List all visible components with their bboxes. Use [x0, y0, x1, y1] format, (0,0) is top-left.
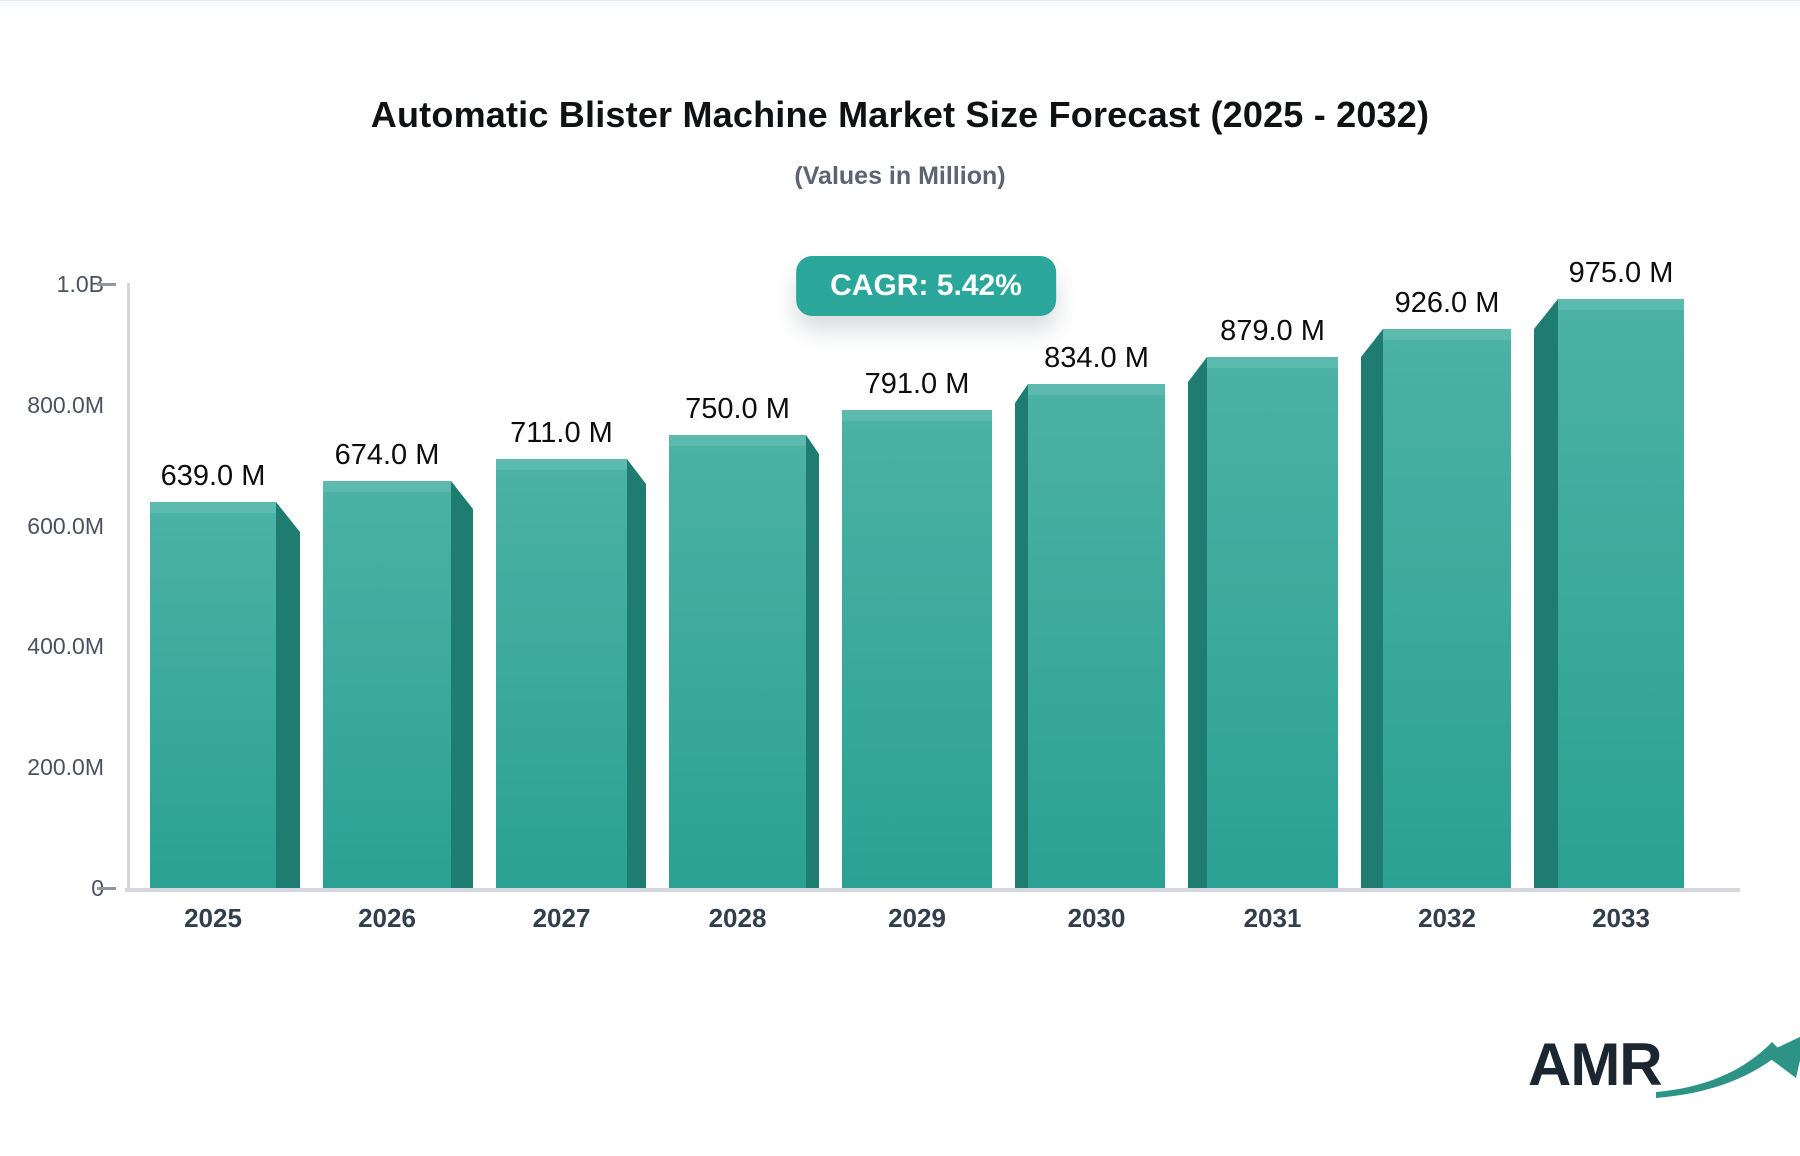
x-tick-label: 2030: [1067, 903, 1126, 933]
top-edge-strip: [0, 0, 1800, 6]
bar-2031: [1207, 357, 1338, 888]
x-axis-line: [125, 888, 1740, 892]
bar-value-label: 711.0 M: [510, 417, 613, 449]
bar-side-face: [1188, 357, 1207, 888]
bar-2032: [1383, 329, 1511, 888]
bar-value-label: 834.0 M: [1044, 342, 1149, 374]
bar-2027: [496, 459, 627, 888]
bar-2026: [323, 481, 451, 888]
bar-side-face: [1015, 384, 1028, 888]
y-tick-mark: [97, 283, 116, 286]
y-tick-label: 800.0M: [27, 391, 104, 418]
y-tick-label: 600.0M: [27, 512, 104, 539]
bar-top-cap: [496, 459, 627, 470]
bar-value-label: 975.0 M: [1568, 257, 1674, 289]
bar-2029: [842, 410, 992, 888]
amr-logo-text: AMR: [1528, 1031, 1663, 1098]
bar-value-label: 750.0 M: [685, 393, 790, 425]
bar-side-face: [1534, 299, 1558, 888]
x-tick-label: 2031: [1243, 903, 1302, 933]
y-tick-mark: [97, 887, 116, 890]
bar-side-face: [451, 481, 473, 888]
y-tick-label: 1.0B: [56, 271, 104, 297]
bar-top-cap: [842, 410, 992, 421]
bar-value-label: 791.0 M: [864, 368, 970, 400]
bar-value-label: 879.0 M: [1220, 315, 1325, 347]
bar-2025: [150, 502, 276, 888]
bar-top-cap: [669, 435, 806, 446]
growth-arrow-icon: [1656, 1036, 1800, 1098]
x-tick-label: 2033: [1592, 903, 1650, 933]
y-tick-label: 0: [0, 875, 104, 902]
chart-subtitle: (Values in Million): [794, 162, 1006, 190]
y-axis-line: [127, 283, 130, 891]
bar-2030: [1028, 384, 1165, 888]
bar-side-face: [627, 459, 646, 888]
bar-value-label: 926.0 M: [1394, 287, 1500, 319]
x-tick-label: 2028: [708, 903, 767, 933]
y-tick-label: 200.0M: [27, 754, 104, 781]
bar-top-cap: [150, 502, 276, 513]
bar-top-cap: [1383, 329, 1511, 340]
bar-side-face: [1361, 329, 1383, 888]
bar-side-face: [806, 435, 819, 888]
x-tick-label: 2029: [888, 903, 946, 933]
bar-top-cap: [1207, 357, 1338, 368]
bar-2028: [669, 435, 806, 888]
bar-top-cap: [1558, 299, 1684, 310]
cagr-badge: CAGR: 5.42%: [796, 256, 1056, 316]
amr-logo: AMR: [1528, 1030, 1800, 1120]
bar-2033: [1558, 299, 1684, 888]
x-tick-label: 2025: [184, 903, 242, 933]
chart-title: Automatic Blister Machine Market Size Fo…: [370, 94, 1430, 135]
x-tick-label: 2026: [358, 903, 416, 933]
x-tick-label: 2032: [1418, 903, 1476, 933]
bar-top-cap: [1028, 384, 1165, 395]
bar-value-label: 674.0 M: [334, 439, 440, 471]
bar-value-label: 639.0 M: [160, 460, 266, 492]
bar-top-cap: [323, 481, 451, 492]
bar-side-face: [276, 502, 300, 888]
x-tick-label: 2027: [532, 903, 591, 933]
y-tick-label: 400.0M: [27, 633, 104, 660]
